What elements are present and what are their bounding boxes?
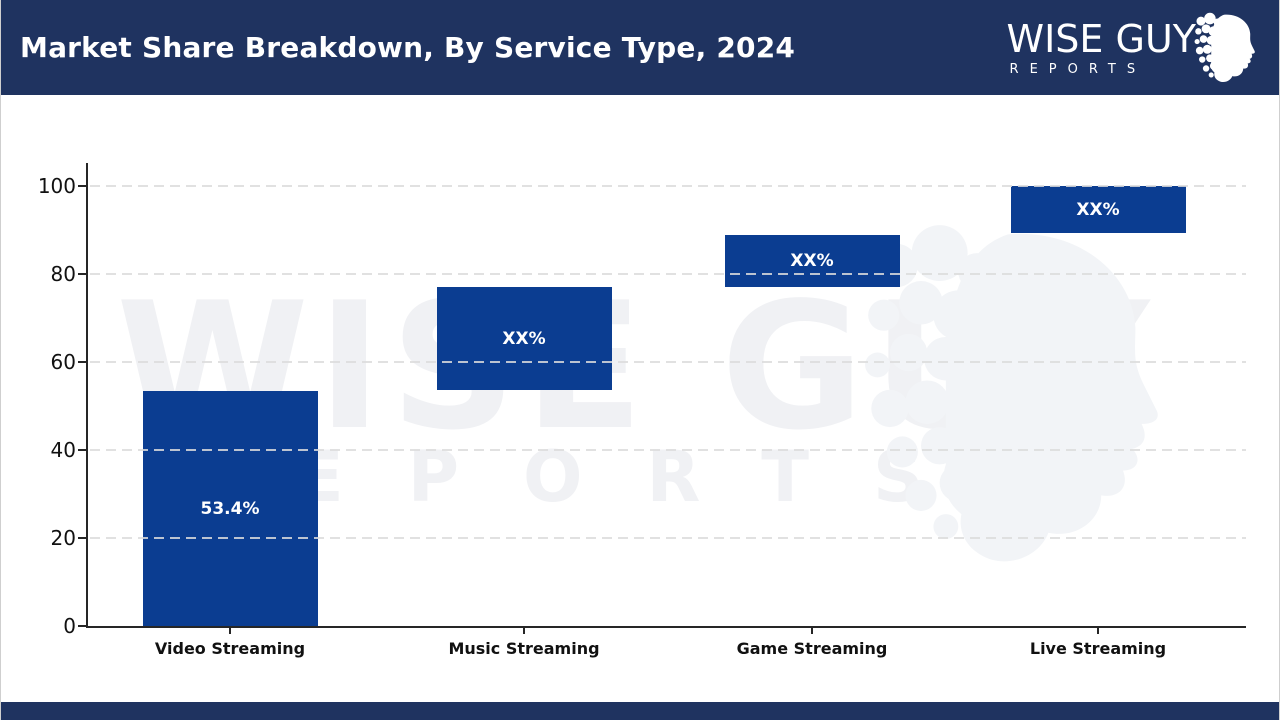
bar-live-streaming: XX%: [1010, 186, 1186, 234]
bar-value-label: 53.4%: [200, 498, 260, 519]
y-tick-20: [78, 537, 86, 539]
gridline-100: [90, 185, 1246, 187]
bar-game-streaming: XX%: [724, 234, 900, 288]
gridline-80: [90, 273, 1246, 275]
footer-bar: [0, 702, 1280, 720]
x-axis-label-music-streaming: Music Streaming: [448, 639, 600, 658]
gridline-60: [90, 361, 1246, 363]
bar-video-streaming: 53.4%: [142, 391, 318, 626]
wiseguy-logo: WISE GUY REPORTS: [1007, 7, 1256, 89]
page-title: Market Share Breakdown, By Service Type,…: [20, 31, 796, 64]
x-tick-live-streaming: [1097, 628, 1099, 634]
y-tick-label-40: 40: [50, 438, 76, 462]
x-axis-label-live-streaming: Live Streaming: [1029, 639, 1167, 658]
logo-reports-label: REPORTS: [1009, 61, 1147, 77]
y-tick-label-0: 0: [63, 614, 76, 638]
y-tick-label-60: 60: [50, 350, 76, 374]
y-tick-100: [78, 185, 86, 187]
y-tick-80: [78, 273, 86, 275]
y-axis-spine: [86, 163, 88, 628]
gridline-40: [90, 449, 1246, 451]
y-tick-60: [78, 361, 86, 363]
bar-value-label: XX%: [1076, 199, 1120, 220]
wiseguy-logo-text: WISE GUY REPORTS: [1007, 20, 1196, 76]
header-bar: Market Share Breakdown, By Service Type,…: [0, 0, 1280, 95]
wiseguy-face-icon: [1194, 12, 1255, 82]
x-tick-music-streaming: [523, 628, 525, 634]
y-tick-40: [78, 449, 86, 451]
x-tick-video-streaming: [229, 628, 231, 634]
y-tick-0: [78, 625, 86, 627]
x-axis-spine: [86, 626, 1246, 628]
gridline-20: [90, 537, 1246, 539]
y-tick-label-100: 100: [37, 174, 76, 198]
x-axis-label-video-streaming: Video Streaming: [154, 639, 306, 658]
x-tick-game-streaming: [811, 628, 813, 634]
logo-wiseguy-label: WISE GUY: [1006, 16, 1196, 61]
bar-value-label: XX%: [790, 251, 834, 271]
bar-value-label: XX%: [502, 328, 546, 349]
bar-music-streaming: XX%: [436, 287, 612, 391]
y-tick-label-80: 80: [50, 262, 76, 286]
y-tick-label-20: 20: [50, 526, 76, 550]
x-axis-label-game-streaming: Game Streaming: [736, 639, 888, 658]
